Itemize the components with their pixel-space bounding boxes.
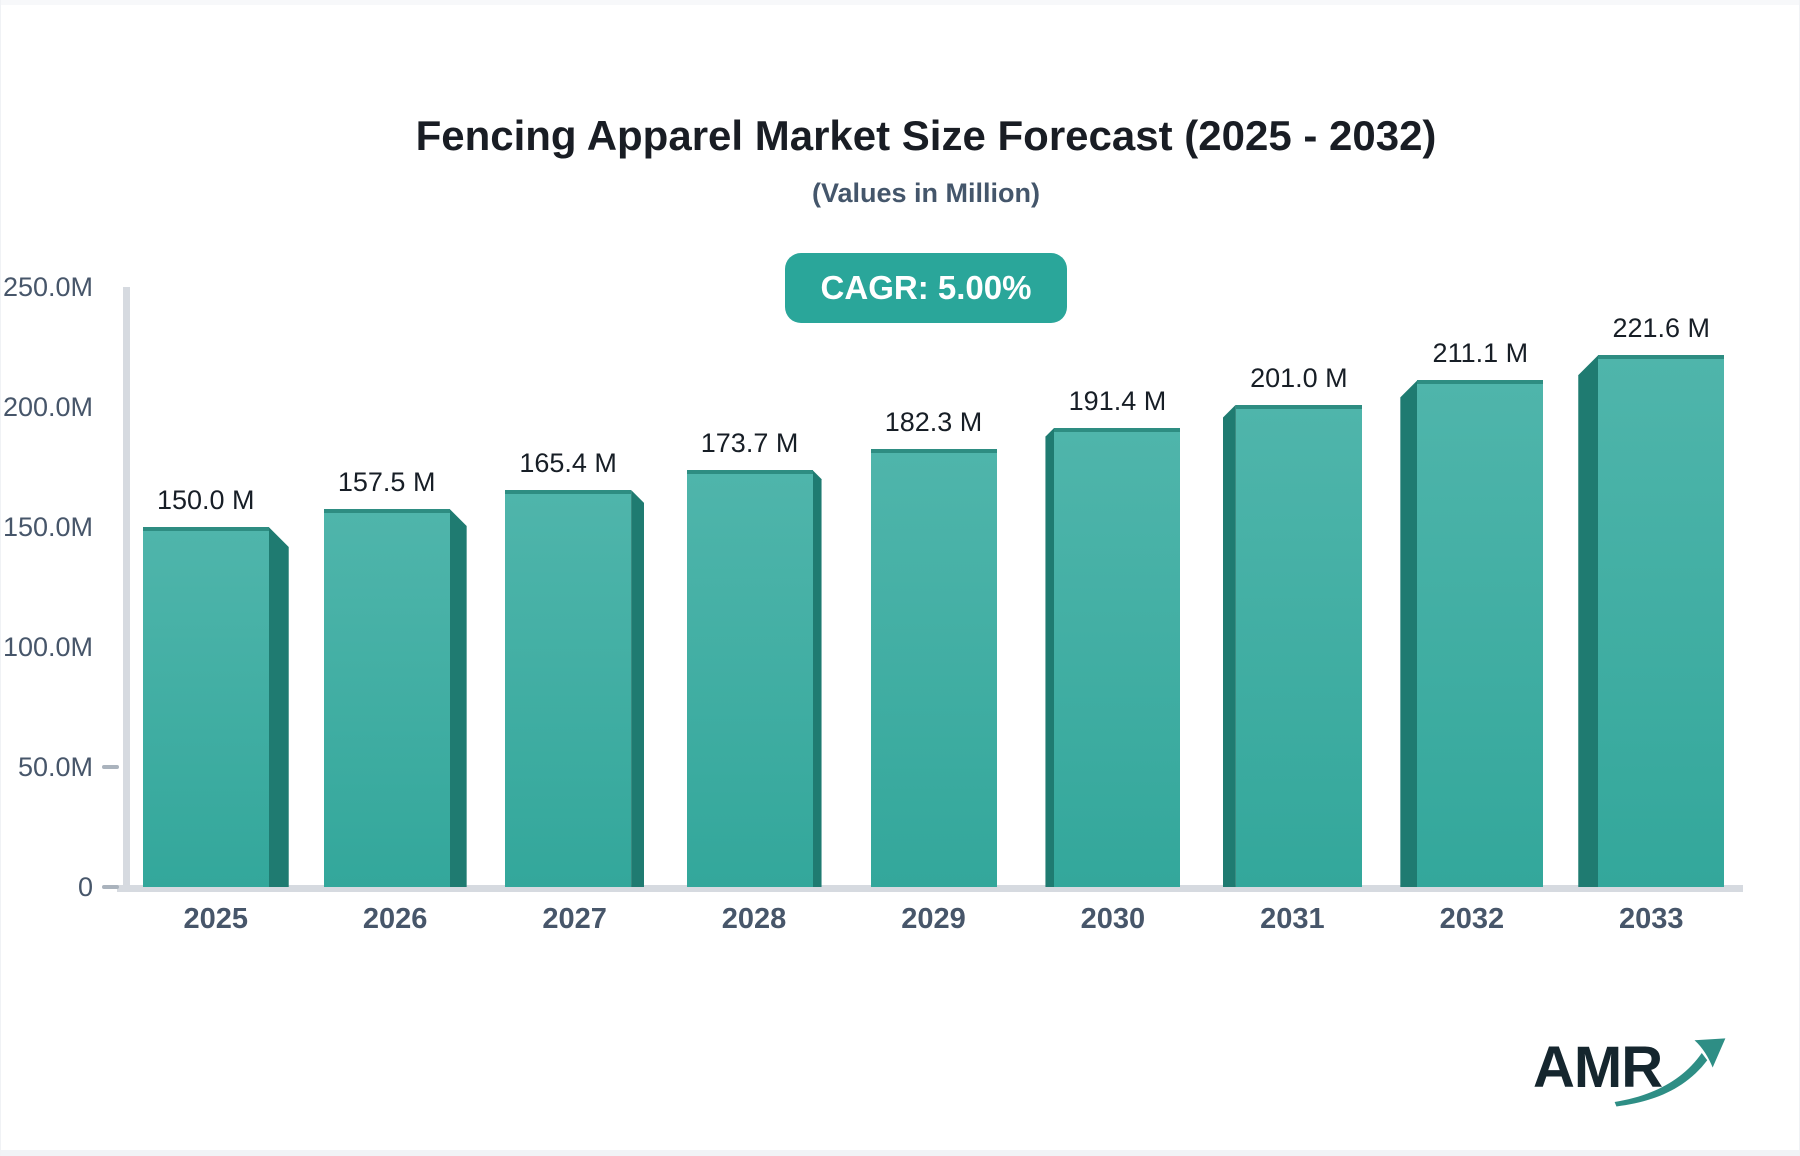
bar-2028 [686,470,813,887]
x-label-2028: 2028 [721,903,787,935]
y-tick-mark-0 [102,885,119,889]
brand-logo: AMR [1533,1034,1773,1124]
y-tick-label-250: 250.0M [2,272,93,302]
bar-2027 [505,490,632,887]
x-axis-line [117,885,1743,892]
brand-logo-text: AMR [1533,1035,1663,1100]
y-tick-label-150: 150.0M [2,512,93,542]
bar-2031 [1235,404,1362,887]
y-axis-line [123,287,130,888]
bar-2030 [1054,427,1181,887]
bar-2029 [870,449,997,887]
chart-subtitle: (Values in Million) [811,178,1041,208]
bar-2027-side [631,490,645,887]
y-tick-mark-50 [102,765,119,769]
growth-arrow-icon [1614,1038,1726,1107]
y-tick-label-200: 200.0M [2,392,93,422]
x-label-2031: 2031 [1260,903,1325,935]
bar-2030-value-label: 191.4 M [1068,385,1167,416]
bar-2028-side [812,470,822,887]
bar-2032-value-label: 211.1 M [1432,338,1529,369]
bar-2032 [1417,380,1544,887]
cagr-badge: CAGR: 5.00% [784,253,1068,323]
bar-2031-side [1222,404,1236,887]
x-label-2033: 2033 [1619,903,1684,935]
bar-2032-side [1400,380,1418,887]
bar-2025 [142,527,269,887]
x-label-2029: 2029 [901,903,966,935]
bar-2027-value-label: 165.4 M [519,448,617,479]
x-label-2030: 2030 [1080,903,1146,935]
y-tick-label-100: 100.0M [2,632,93,662]
y-tick-label-50: 50.0M [17,752,93,782]
bar-2031-value-label: 201.0 M [1250,362,1348,393]
x-label-2025: 2025 [183,903,248,935]
top-edge-strip [1,0,1799,5]
bar-2025-side [268,527,289,887]
bar-2026 [323,509,450,887]
chart-title: Fencing Apparel Market Size Forecast (20… [415,112,1437,159]
bar-2026-value-label: 157.5 M [337,467,436,497]
bar-2029-value-label: 182.3 M [884,407,983,438]
bar-2028-value-label: 173.7 M [700,428,799,459]
bar-2033-value-label: 221.6 M [1612,313,1711,344]
bottom-edge-strip [1,1150,1799,1156]
bar-2030-side [1045,427,1055,887]
bar-2033-side [1578,355,1599,887]
header: Fencing Apparel Market Size Forecast (20… [51,112,1799,209]
y-tick-label-0: 0 [77,872,93,902]
x-label-2026: 2026 [362,903,428,935]
x-label-2032: 2032 [1439,903,1505,935]
bar-2033 [1598,355,1725,887]
x-label-2027: 2027 [542,903,607,935]
cagr-badge-row: CAGR: 5.00% [51,253,1799,323]
bar-2025-value-label: 150.0 M [156,485,255,515]
bar-2026-side [449,509,467,887]
